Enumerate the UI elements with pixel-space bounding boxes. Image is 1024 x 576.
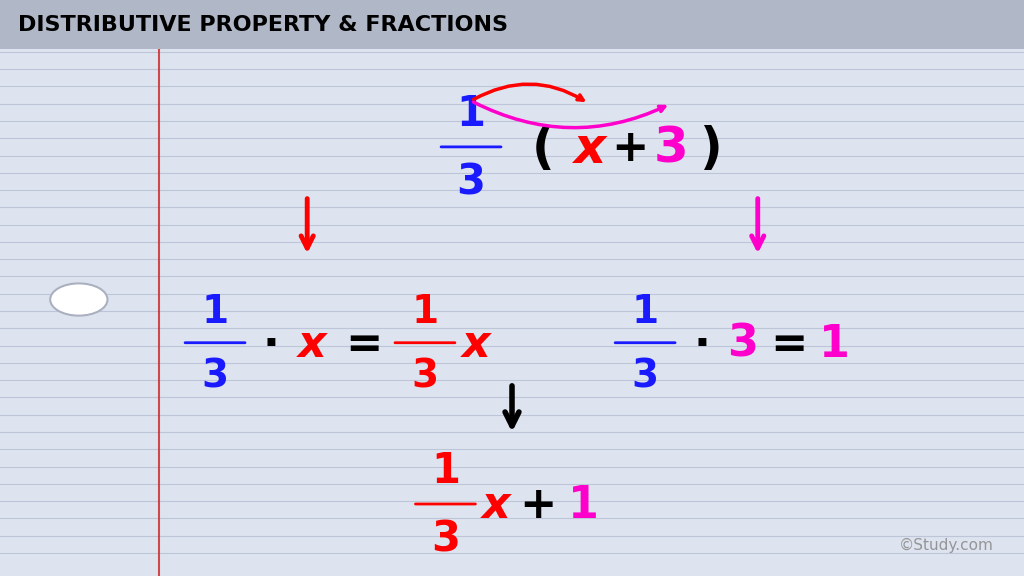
- Text: x: x: [298, 323, 327, 366]
- Text: (: (: [531, 124, 554, 173]
- Text: 3: 3: [457, 161, 485, 203]
- Text: ·: ·: [263, 323, 280, 366]
- Text: x: x: [462, 323, 490, 366]
- Text: 1: 1: [568, 484, 599, 527]
- Text: 3: 3: [431, 518, 460, 560]
- Text: 3: 3: [653, 124, 688, 173]
- Text: =: =: [345, 323, 382, 366]
- Text: 3: 3: [727, 323, 758, 366]
- Text: DISTRIBUTIVE PROPERTY & FRACTIONS: DISTRIBUTIVE PROPERTY & FRACTIONS: [18, 15, 509, 35]
- Text: ·: ·: [693, 323, 710, 366]
- FancyBboxPatch shape: [0, 0, 1024, 49]
- Text: ©Study.com: ©Study.com: [898, 538, 993, 553]
- Text: 3: 3: [632, 357, 658, 395]
- Text: +: +: [611, 127, 648, 170]
- Text: 1: 1: [202, 293, 228, 331]
- Text: 1: 1: [632, 293, 658, 331]
- Text: +: +: [519, 484, 556, 527]
- Circle shape: [50, 283, 108, 316]
- Text: 1: 1: [457, 93, 485, 135]
- Text: 1: 1: [819, 323, 850, 366]
- Text: x: x: [482, 484, 511, 527]
- Text: 3: 3: [202, 357, 228, 395]
- Text: x: x: [572, 124, 605, 173]
- Text: 3: 3: [412, 357, 438, 395]
- Text: 1: 1: [412, 293, 438, 331]
- Text: 1: 1: [431, 450, 460, 492]
- Text: =: =: [770, 323, 807, 366]
- Text: ): ): [700, 124, 723, 173]
